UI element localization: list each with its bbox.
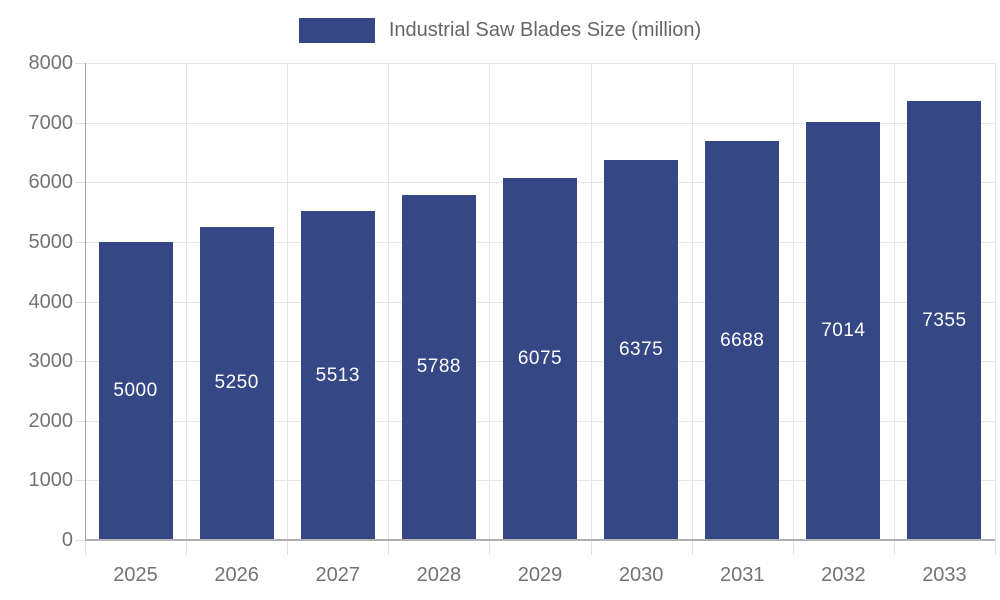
bar-value-label: 5250 [214,372,259,394]
gridline-v [489,63,491,540]
x-tick [489,540,491,555]
bar-value-label: 6688 [720,329,765,351]
y-tick [75,361,85,363]
x-tick [590,540,592,555]
gridline-v [995,63,996,540]
bar-2031: 6688 [705,141,780,540]
y-tick-label: 7000 [28,111,74,134]
plot-area: 5000 5250 5513 5788 6075 6375 6688 7014 7355 [75,63,996,555]
gridline-v [893,63,895,540]
x-tick [995,540,996,555]
x-tick-label: 2025 [113,564,158,586]
gridline-v [792,63,794,540]
bar-2025: 5000 [98,241,173,540]
legend-swatch [298,18,375,43]
y-tick-label: 1000 [28,469,74,492]
gridline-v [590,63,592,540]
bar-2030: 6375 [604,159,679,540]
x-tick-label: 2032 [821,564,866,586]
legend: Industrial Saw Blades Size (million) [0,18,1000,43]
x-tick-label: 2028 [416,564,462,586]
x-axis-baseline [85,539,995,541]
gridline-v [388,63,390,540]
x-tick [186,540,188,555]
x-tick [893,540,895,555]
x-tick [388,540,390,555]
y-axis-line [85,63,86,555]
x-tick-label: 2027 [315,564,361,586]
bar-2028: 5788 [401,194,476,540]
y-tick-label: 4000 [28,290,74,313]
bar-2033: 7355 [907,101,982,540]
x-tick-label: 2026 [214,564,259,586]
gridline-v [691,63,693,540]
y-tick-label: 3000 [28,350,74,373]
x-tick-label: 2031 [719,564,765,586]
bar-2027: 5513 [300,211,375,540]
bar-2032: 7014 [806,121,881,540]
x-tick [85,540,86,555]
gridline-v [186,63,188,540]
x-tick-label: 2030 [618,564,664,586]
bar-value-label: 6375 [618,338,664,360]
gridline-v [287,63,289,540]
bar-value-label: 5000 [113,379,158,401]
y-tick-label: 5000 [28,230,74,253]
bar-2029: 6075 [503,177,577,540]
bar-value-label: 5788 [416,356,462,378]
y-tick-label: 8000 [28,52,74,74]
bar-value-label: 5513 [315,364,360,386]
bar-value-label: 7014 [821,319,866,341]
y-tick [75,420,85,422]
x-tick-label: 2033 [922,564,967,586]
y-tick [75,241,85,243]
y-tick [75,122,85,124]
legend-label: Industrial Saw Blades Size (million) [388,19,702,41]
x-tick [792,540,794,555]
bar-value-label: 7355 [922,309,967,331]
y-tick [75,63,85,64]
y-tick [75,480,85,482]
y-tick-label: 2000 [28,409,74,432]
bar-2026: 5250 [199,226,274,540]
x-tick [287,540,289,555]
x-tick [691,540,693,555]
x-tick-label: 2029 [517,564,563,586]
y-tick [75,182,85,184]
y-tick [75,540,85,541]
y-tick-label: 6000 [28,171,74,194]
y-tick [75,301,85,303]
y-tick-label: 0 [61,529,73,551]
gridline-h [85,63,995,64]
bar-value-label: 6075 [517,347,563,369]
gridline-h [85,122,995,124]
